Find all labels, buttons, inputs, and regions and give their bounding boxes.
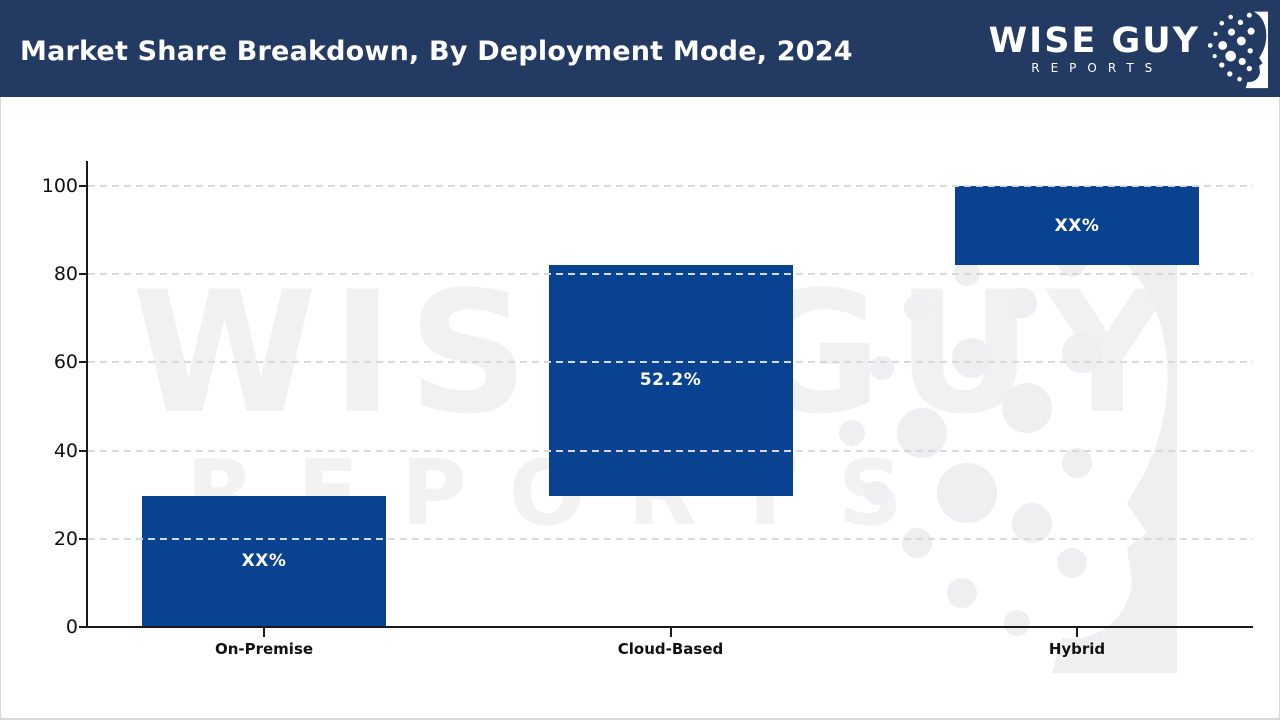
y-tick-label-60: 60: [53, 351, 78, 374]
x-category-label-2: Hybrid: [1048, 640, 1106, 658]
x-axis-line: [86, 626, 1253, 628]
brand-name: WISE GUY: [988, 20, 1200, 61]
gridline-60: [88, 361, 1253, 364]
bar-value-label: XX%: [1054, 215, 1100, 236]
bar-value-label: 52.2%: [639, 370, 702, 391]
x-category-label-0: On-Premise: [214, 640, 314, 658]
bar-cloud-based: 52.2%: [548, 265, 793, 496]
y-tick-80: [79, 273, 86, 276]
gridline-40: [88, 449, 1253, 452]
bar-hybrid: XX%: [955, 186, 1199, 266]
chart-area: WISE GUY REPORTS XX%52.2%XX%020406080100…: [0, 97, 1280, 720]
y-tick-100: [79, 185, 86, 187]
x-tick-0: [263, 628, 265, 637]
x-category-label-1: Cloud-Based: [617, 640, 724, 658]
y-tick-label-40: 40: [53, 439, 78, 462]
watermark-head-icon: [839, 243, 1177, 673]
gridline-80: [88, 273, 1253, 276]
y-tick-0: [79, 626, 86, 628]
brand-subtitle: REPORTS: [1031, 61, 1164, 76]
x-tick-1: [669, 628, 672, 637]
y-tick-label-80: 80: [53, 263, 78, 286]
brand-logo: WISE GUY REPORTS: [989, 6, 1268, 92]
bottom-edge-line: [0, 718, 1280, 720]
y-tick-label-20: 20: [53, 527, 78, 550]
page-title: Market Share Breakdown, By Deployment Mo…: [20, 36, 853, 67]
y-tick-20: [79, 537, 86, 540]
brand-wordmark: WISE GUY REPORTS: [988, 20, 1200, 76]
bar-on-premise: XX%: [142, 495, 386, 627]
gridline-100: [88, 185, 1253, 187]
bar-value-label: XX%: [241, 551, 287, 572]
header-band: Market Share Breakdown, By Deployment Mo…: [0, 0, 1280, 97]
brand-head-icon: [1207, 11, 1268, 89]
y-tick-label-100: 100: [41, 175, 78, 197]
gridline-20: [88, 537, 1253, 540]
y-tick-label-0: 0: [65, 616, 78, 638]
y-tick-60: [79, 361, 86, 364]
x-tick-2: [1076, 628, 1078, 637]
left-edge-line: [0, 97, 1, 720]
y-axis-line: [86, 161, 88, 628]
y-tick-40: [79, 449, 86, 452]
